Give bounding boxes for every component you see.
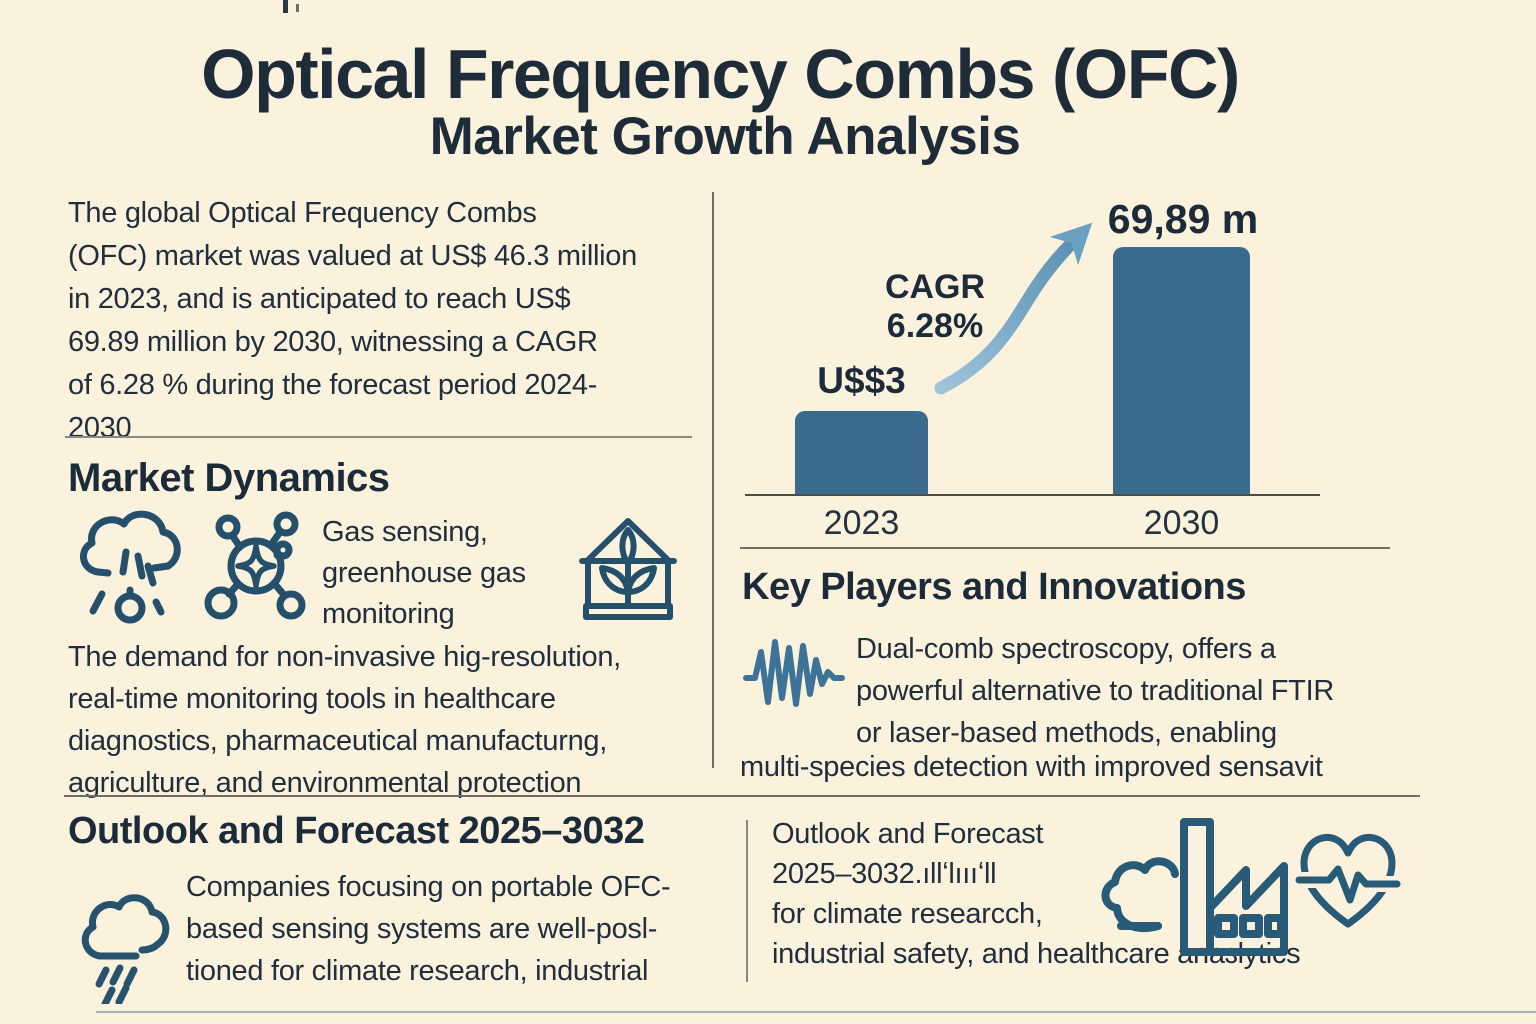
x-tick-2023: 2023 [823,504,900,542]
paragraph-line: powerful alternative to traditional FTIR [856,675,1334,707]
vertical-divider-bottom [746,820,748,982]
waveform-icon [743,639,845,707]
divider-under-intro [65,436,692,438]
top-edge-artifact [283,0,288,13]
heart-pulse-icon [1295,834,1401,928]
intro-line: 2030 [68,412,132,444]
key-players-last-line: multi-species detection with improved se… [740,751,1323,783]
intro-paragraph: The global Optical Frequency Combs (OFC)… [68,192,637,450]
divider-bottom-section [64,795,1420,797]
caption-line: Gas sensing, [322,516,488,548]
page-title: Optical Frequency Combs (OFC) [201,35,1240,113]
key-players-heading: Key Players and Innovations [742,566,1246,608]
outlook-left-paragraph: Companies focusing on portable OFC- base… [186,866,671,992]
key-players-paragraph: Dual-comb spectroscopy, offers a powerfu… [856,628,1334,754]
market-dynamics-heading: Market Dynamics [68,456,390,500]
bar-2023 [795,411,928,495]
paragraph-line: The demand for non-invasive hig-resoluti… [68,641,621,673]
rain-cloud-icon [80,510,181,624]
paragraph-line: real-time monitoring tools in healthcare [68,683,556,715]
greenhouse-icon [579,518,677,620]
paragraph-line: 2025–3032.ıllʻlıııʻll [772,858,997,890]
vertical-divider-top [712,192,714,768]
paragraph-line: or laser-based methods, enabling [856,717,1277,749]
factory-icon [1101,818,1288,956]
intro-line: in 2023, and is anticipated to reach US$ [68,283,571,315]
paragraph-line: Companies focusing on portable OFC- [186,871,671,903]
paragraph-line: diagnostics, pharmaceutical manufacturng… [68,725,607,757]
x-tick-2030: 2030 [1143,504,1220,542]
page-subtitle: Market Growth Analysis [429,107,1021,166]
chart-x-axis [745,494,1320,496]
cagr-line: 6.28% [886,307,984,345]
paragraph-line: Outlook and Forecast [772,818,1044,850]
outlook-left-heading: Outlook and Forecast 2025–3032 [68,810,645,852]
intro-line: The global Optical Frequency Combs [68,197,537,229]
cagr-annotation: CAGR 6.28% [865,268,1005,346]
intro-line: (OFC) market was valued at US$ 46.3 mill… [68,240,637,272]
paragraph-line: Dual-comb spectroscopy, offers a [856,633,1276,665]
intro-line: of 6.28 % during the forecast period 202… [68,369,598,401]
market-dynamics-paragraph: The demand for non-invasive hig-resoluti… [68,636,621,804]
paragraph-line: for climate researcch, [772,898,1043,930]
top-edge-artifact [296,4,299,12]
bar-2023-value-label: U$$3 [817,360,906,401]
paragraph-line: agriculture, and environmental protectio… [68,767,582,799]
caption-line: monitoring [322,598,455,630]
caption-line: greenhouse gas [322,557,526,589]
divider-under-chart [740,547,1390,549]
paragraph-line: based sensing systems are well-posl- [186,913,658,945]
market-dynamics-caption: Gas sensing, greenhouse gas monitoring [322,512,526,635]
paragraph-line: tioned for climate research, industrial [186,955,649,987]
bar-2030 [1113,247,1250,495]
rain-cloud-icon [81,894,170,1004]
intro-line: 69.89 million by 2030, witnessing a CAGR [68,326,598,358]
bottom-edge-line [96,1011,1536,1013]
cagr-line: CAGR [884,268,986,306]
bar-2030-value-label: 69,89 m [1107,196,1259,242]
growth-arrow-icon [934,222,1093,395]
molecule-icon [204,511,306,620]
